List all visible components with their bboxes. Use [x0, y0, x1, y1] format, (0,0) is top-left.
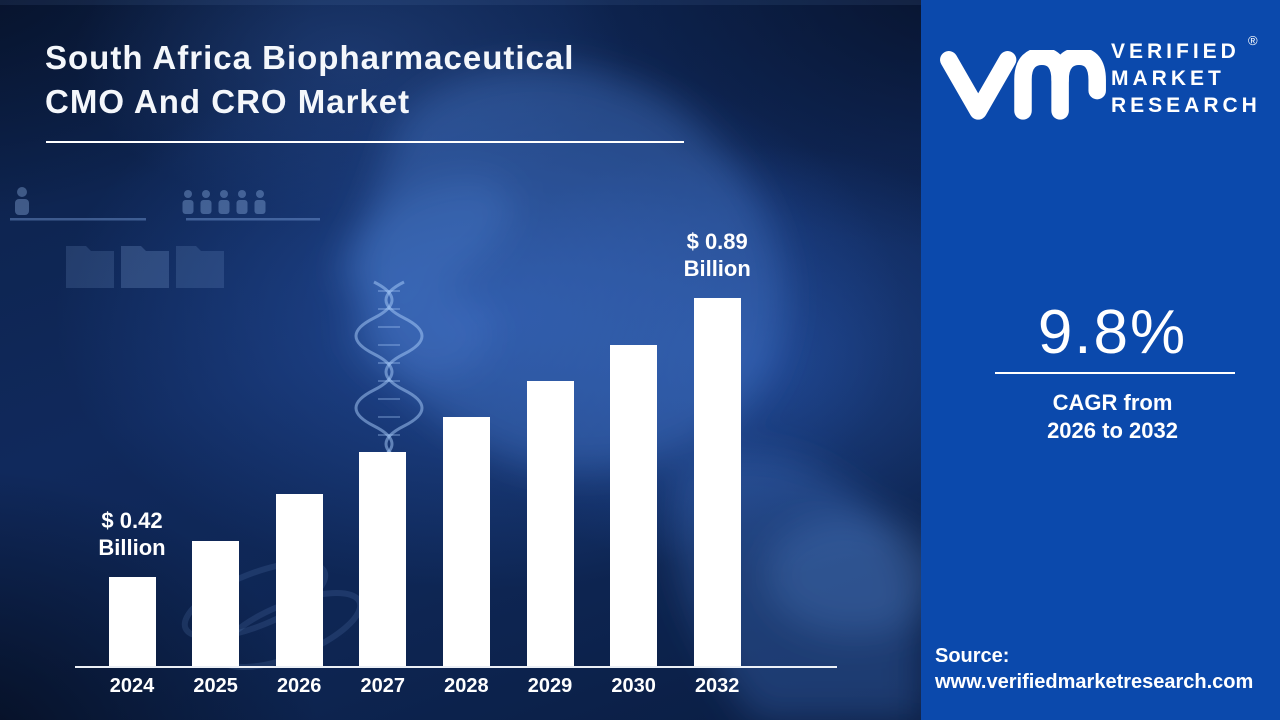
bar-2026: [275, 494, 323, 666]
folder-icons: [66, 246, 224, 288]
title-line-2: CMO And CRO Market: [45, 83, 411, 120]
bar-2024: [108, 577, 156, 666]
x-tick-2030: 2030: [611, 675, 656, 697]
dna-helix-icon: [354, 280, 424, 464]
brand-name: VERIFIED MARKET RESEARCH: [1111, 38, 1261, 119]
x-tick-2032: 2032: [694, 675, 740, 697]
x-tick-2025: 2025: [193, 675, 238, 697]
brand-line-1: VERIFIED: [1111, 40, 1240, 63]
vmr-logo-icon: [940, 50, 1106, 120]
page-title: South Africa Biopharmaceutical CMO And C…: [45, 36, 574, 124]
bar-2025: [192, 541, 240, 666]
bar-value-label-line: $ 0.42: [101, 508, 163, 533]
bar-2030: [610, 345, 658, 666]
cagr-value: 9.8%: [1037, 298, 1188, 367]
title-underline: [46, 141, 684, 143]
cagr-caption: CAGR from 2026 to 2032: [933, 389, 1280, 445]
cagr-caption-line-2: 2026 to 2032: [1047, 418, 1178, 443]
x-tick-2027: 2027: [360, 675, 406, 697]
title-line-1: South Africa Biopharmaceutical: [45, 39, 575, 76]
cagr-caption-line-1: CAGR from: [1052, 390, 1173, 415]
chart-panel: South Africa Biopharmaceutical CMO And C…: [0, 0, 921, 720]
bar-value-label-2032: $ 0.89 Billion: [642, 228, 792, 282]
brand-line-2: MARKET: [1111, 67, 1225, 90]
brand-line-3: RESEARCH: [1111, 94, 1261, 117]
source-url: www.verifiedmarketresearch.com: [935, 671, 1254, 693]
registered-trademark-icon: ®: [1248, 33, 1258, 48]
source: Source: www.verifiedmarketresearch.com: [935, 643, 1253, 695]
source-label: Source:: [935, 645, 1010, 667]
x-axis-line: [75, 666, 837, 668]
x-tick-2028: 2028: [444, 675, 489, 697]
bar-2027: [359, 452, 407, 666]
sidebar: VERIFIED MARKET RESEARCH ® 9.8% CAGR fro…: [921, 0, 1280, 720]
x-tick-2029: 2029: [527, 675, 573, 697]
bar-2032: [693, 298, 741, 666]
bar-value-label-line: Billion: [98, 535, 166, 560]
bar-2028: [442, 417, 490, 666]
bar-value-label-2024: $ 0.42 Billion: [57, 507, 207, 561]
shelf-lines: [0, 0, 921, 221]
people-icons: [15, 187, 266, 215]
bar-chart: 2024 $ 0.42 Billion 2025 2026 2027 2028 2029 203…: [57, 228, 837, 697]
x-tick-2024: 2024: [109, 675, 155, 697]
x-tick-2026: 2026: [276, 675, 322, 697]
bar-value-label-line: $ 0.89: [686, 229, 748, 254]
cagr-divider: [995, 372, 1235, 374]
bar-value-label-line: Billion: [683, 256, 751, 281]
bar-2029: [526, 381, 574, 666]
